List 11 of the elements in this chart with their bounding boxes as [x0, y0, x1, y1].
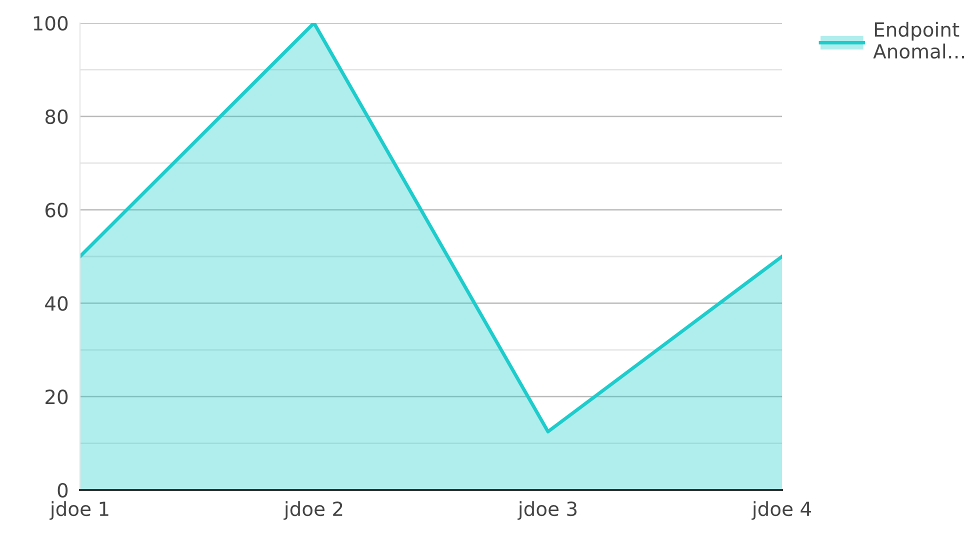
x-tick-label: jdoe 1 — [50, 501, 108, 520]
x-tick-label: jdoe 4 — [752, 501, 811, 520]
y-tick-label: 0 — [58, 482, 68, 498]
y-tick-label: 100 — [34, 16, 68, 31]
x-tick-label: jdoe 2 — [284, 501, 342, 520]
legend-label: Endpoint Anomal… — [873, 22, 964, 59]
y-tick-label: 60 — [46, 202, 68, 218]
y-tick-label: 40 — [45, 296, 68, 311]
x-tick-label: jdoe 3 — [518, 501, 577, 520]
y-tick-label: 80 — [45, 109, 68, 124]
y-tick-label: 20 — [46, 390, 68, 404]
